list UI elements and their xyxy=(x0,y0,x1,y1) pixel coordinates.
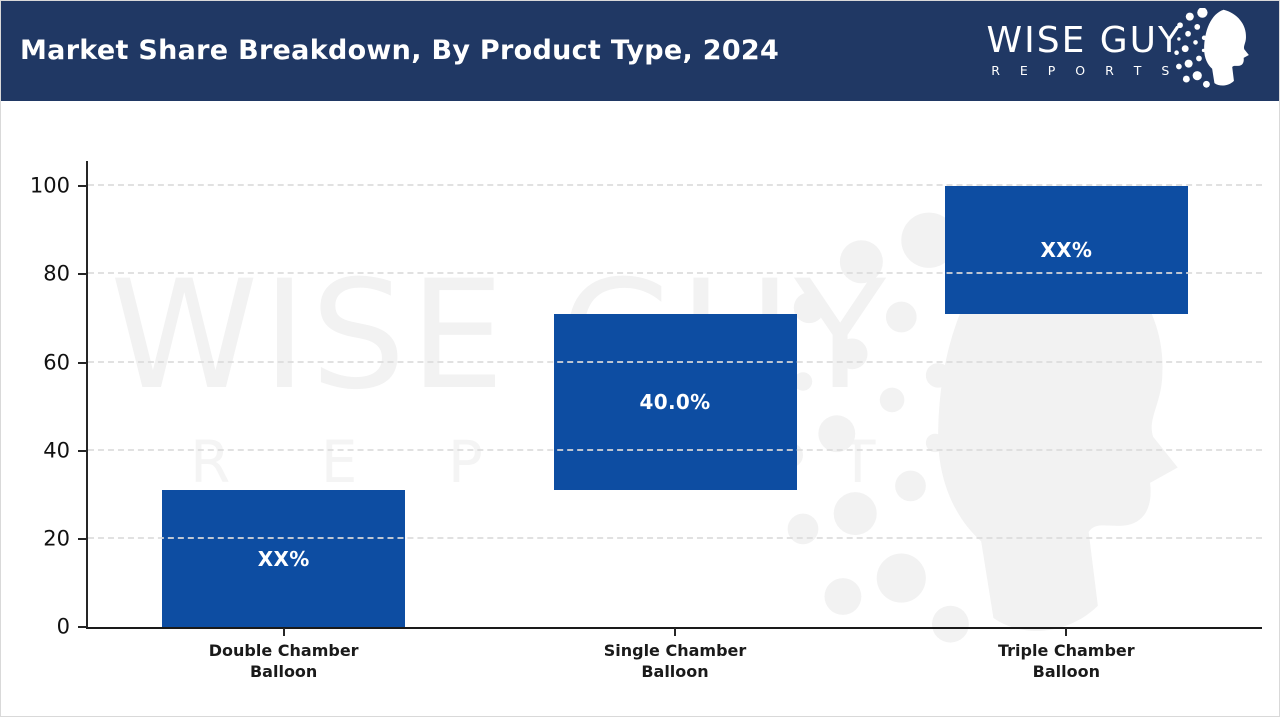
x-category-label: Single Chamber Balloon xyxy=(603,641,747,682)
gridline xyxy=(88,272,1262,275)
page-title: Market Share Breakdown, By Product Type,… xyxy=(20,35,780,66)
logo-face-icon xyxy=(1168,6,1254,94)
y-tick-mark xyxy=(78,185,86,188)
plot-area: 0 20 40 60 80 100 XX% Double Chamber Balloon 40.… xyxy=(30,161,1262,681)
y-tick-label: 20 xyxy=(43,526,70,551)
gridline xyxy=(88,448,1262,451)
gridline xyxy=(88,536,1262,539)
gridline xyxy=(88,360,1262,363)
y-axis-line xyxy=(86,161,88,627)
y-tick-label: 40 xyxy=(43,438,70,463)
y-tick-mark xyxy=(78,273,86,276)
header-bar: Market Share Breakdown, By Product Type,… xyxy=(0,0,1280,101)
bar-value-label: XX% xyxy=(1040,238,1093,263)
bar-value-label: XX% xyxy=(257,546,310,571)
x-tick-mark xyxy=(282,628,285,636)
y-tick-label: 100 xyxy=(29,173,70,198)
logo-subtitle: R E P O R T S xyxy=(991,63,1178,78)
x-tick-mark xyxy=(674,628,676,636)
y-tick-label: 0 xyxy=(56,614,70,639)
bar-segment: 40.0% xyxy=(553,314,797,491)
x-category-label: Double Chamber Balloon xyxy=(208,641,359,682)
bar-segment: XX% xyxy=(162,490,406,627)
y-tick-label: 60 xyxy=(43,350,70,375)
x-tick-mark xyxy=(1065,628,1068,636)
y-tick-mark xyxy=(78,537,86,540)
wiseguy-logo: WISE GUY R E P O R T S xyxy=(986,6,1255,94)
chart-region: WISE GUY R E P O R T S 020406080100XX%Do… xyxy=(0,101,1280,720)
logo-text: WISE GUY R E P O R T S xyxy=(986,20,1183,79)
y-tick-mark xyxy=(78,361,86,364)
y-tick-label: 80 xyxy=(43,261,70,286)
logo-wordmark: WISE GUY xyxy=(986,20,1182,61)
x-category-label: Triple Chamber Balloon xyxy=(997,641,1135,682)
gridline xyxy=(88,184,1262,187)
bar-segment: XX% xyxy=(944,186,1188,315)
y-tick-mark xyxy=(78,626,86,628)
x-axis-line xyxy=(86,626,1262,629)
bar-value-label: 40.0% xyxy=(639,390,711,415)
y-tick-mark xyxy=(78,449,86,452)
